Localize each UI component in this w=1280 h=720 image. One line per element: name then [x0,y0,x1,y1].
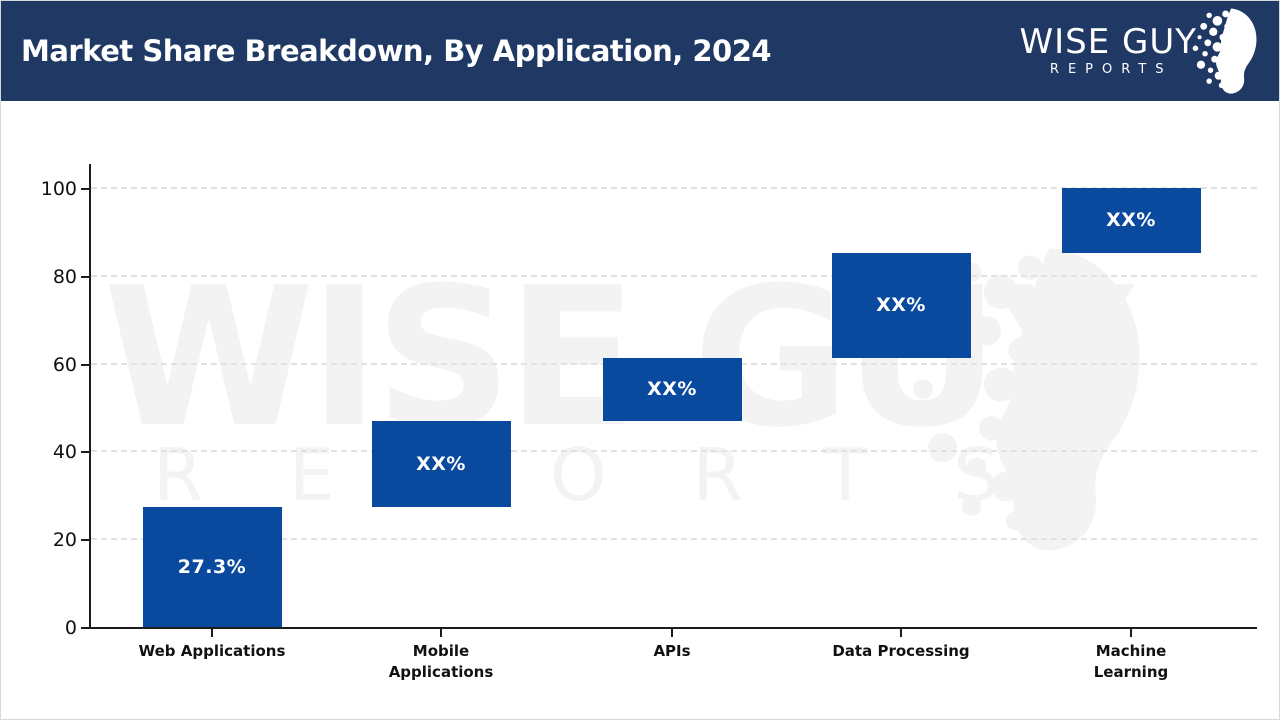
x-tick-label-apis: APIs [653,642,691,660]
logo-name: WISE GUY [1019,21,1197,62]
x-tick-machine-learning [1130,629,1132,637]
bar-value-label-machine-learning: XX% [1106,209,1156,232]
x-tick-apis [671,629,673,637]
x-tick-mobile-applications [440,629,442,637]
bar-machine-learning: XX% [1061,188,1201,253]
bar-web-applications: 27.3% [142,507,282,627]
x-axis-line [89,627,1257,629]
x-tick-label-web-applications: Web Applications [138,642,286,660]
gridline-100 [91,187,1257,189]
bar-value-label-mobile-applications: XX% [416,452,466,475]
y-tick-label-0: 0 [64,617,77,639]
x-tick-label-data-processing: Data Processing [832,642,970,660]
bar-value-label-web-applications: 27.3% [177,556,247,579]
y-tick-label-60: 60 [52,353,77,376]
dotted-head-logo-icon [1192,8,1257,94]
y-tick-label-40: 40 [52,441,77,464]
chart-title: Market Share Breakdown, By Application, … [21,34,772,68]
x-tick-label-machine-learning: Machine Learning [1093,642,1169,681]
x-tick-data-processing [900,629,902,637]
gridline-40 [91,450,1257,453]
bar-apis: XX% [602,357,742,421]
gridline-20 [91,538,1257,541]
y-tick-label-100: 100 [40,178,77,200]
header: Market Share Breakdown, By Application, … [1,1,1279,101]
y-tick-label-80: 80 [52,265,77,288]
y-tick-0 [81,627,89,629]
bar-value-label-data-processing: XX% [876,294,926,317]
logo-subtitle: REPORTS [1049,62,1173,78]
y-tick-60 [81,363,89,366]
y-tick-20 [81,539,89,542]
y-tick-100 [81,188,89,190]
bar-data-processing: XX% [831,252,971,358]
x-tick-web-applications [211,629,213,637]
gridline-80 [91,274,1257,277]
bar-mobile-applications: XX% [371,420,511,508]
y-tick-label-20: 20 [52,529,77,552]
wise-guy-logo: WISE GUY REPORTS [1019,3,1271,99]
y-axis-line [89,164,91,629]
x-tick-label-mobile-applications: Mobile Applications [388,642,494,681]
y-tick-80 [81,275,89,278]
bar-value-label-apis: XX% [647,378,697,401]
y-tick-40 [81,451,89,454]
